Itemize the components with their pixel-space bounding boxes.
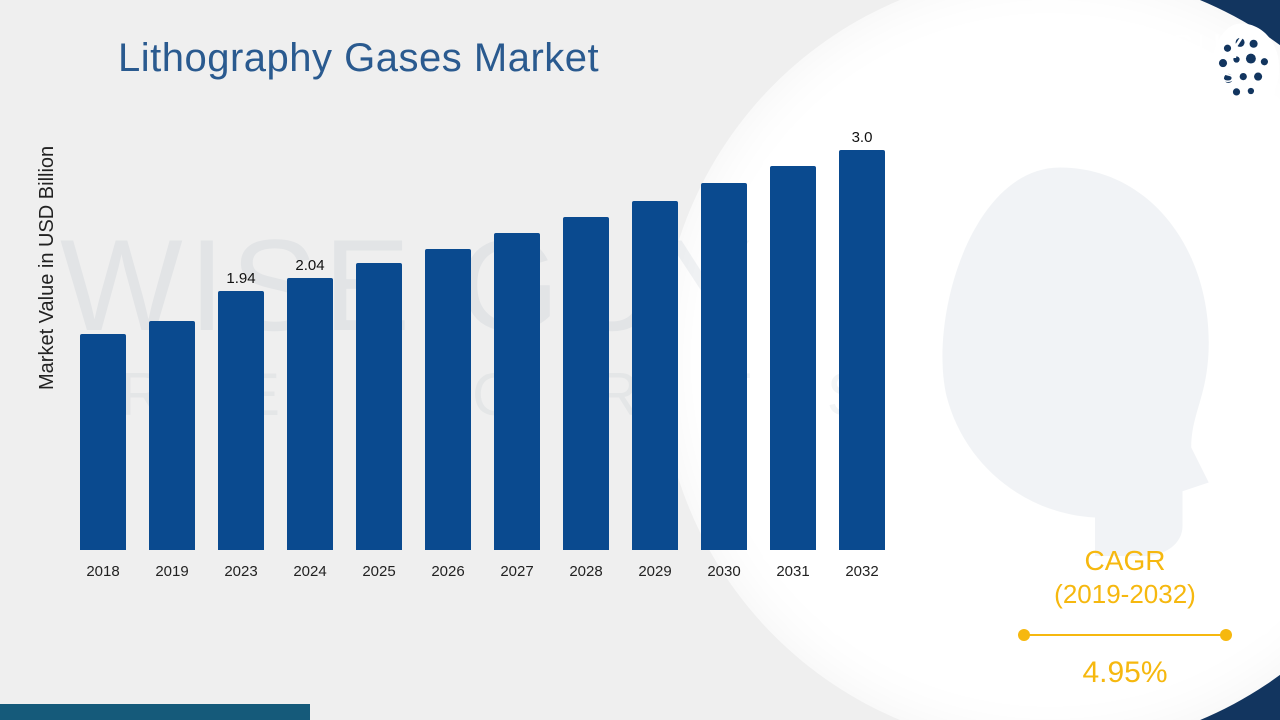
bar — [356, 263, 402, 550]
cagr-divider — [1020, 628, 1230, 642]
brand-line1: WISE GUY — [1062, 28, 1248, 67]
x-axis-label: 2030 — [707, 563, 740, 580]
cagr-title: CAGR — [970, 545, 1280, 577]
x-axis-label: 2026 — [431, 563, 464, 580]
chart-title: Lithography Gases Market — [118, 36, 599, 81]
bar-value-label: 3.0 — [852, 129, 873, 146]
x-axis-label: 2028 — [569, 563, 602, 580]
bar — [770, 166, 816, 550]
x-axis-label: 2018 — [86, 563, 119, 580]
x-axis-label: 2025 — [362, 563, 395, 580]
cagr-value: 4.95% — [970, 656, 1280, 690]
y-axis-label: Market Value in USD Billion — [36, 146, 59, 390]
bar — [494, 233, 540, 550]
bar — [149, 321, 195, 550]
bar-value-label: 2.04 — [295, 257, 324, 274]
brand-line2: REPORTS — [1066, 65, 1248, 88]
bar — [80, 334, 126, 550]
bar — [839, 150, 885, 550]
x-axis-label: 2029 — [638, 563, 671, 580]
brand-logo: WISE GUY REPORTS — [1062, 28, 1248, 88]
cagr-subtitle: (2019-2032) — [970, 579, 1280, 610]
x-axis-label: 2023 — [224, 563, 257, 580]
x-axis-label: 2024 — [293, 563, 326, 580]
bar — [287, 278, 333, 550]
bar — [563, 217, 609, 550]
bar — [632, 201, 678, 550]
bar — [701, 183, 747, 550]
x-axis-label: 2019 — [155, 563, 188, 580]
watermark-head-icon — [880, 150, 1240, 570]
bar — [425, 249, 471, 550]
x-axis-label: 2031 — [776, 563, 809, 580]
page: WISE GUY R E P O R T S WISE GUY REPORTS … — [0, 0, 1280, 720]
x-axis-label: 2032 — [845, 563, 878, 580]
cagr-panel: CAGR (2019-2032) 4.95% — [970, 545, 1280, 690]
chart-plot-area: 1.942.043.0 — [80, 150, 910, 550]
x-axis-label: 2027 — [500, 563, 533, 580]
bottom-strip — [0, 704, 310, 720]
bar — [218, 291, 264, 550]
bar-value-label: 1.94 — [226, 270, 255, 287]
bar-chart: 1.942.043.0 2018201920232024202520262027… — [80, 150, 910, 590]
